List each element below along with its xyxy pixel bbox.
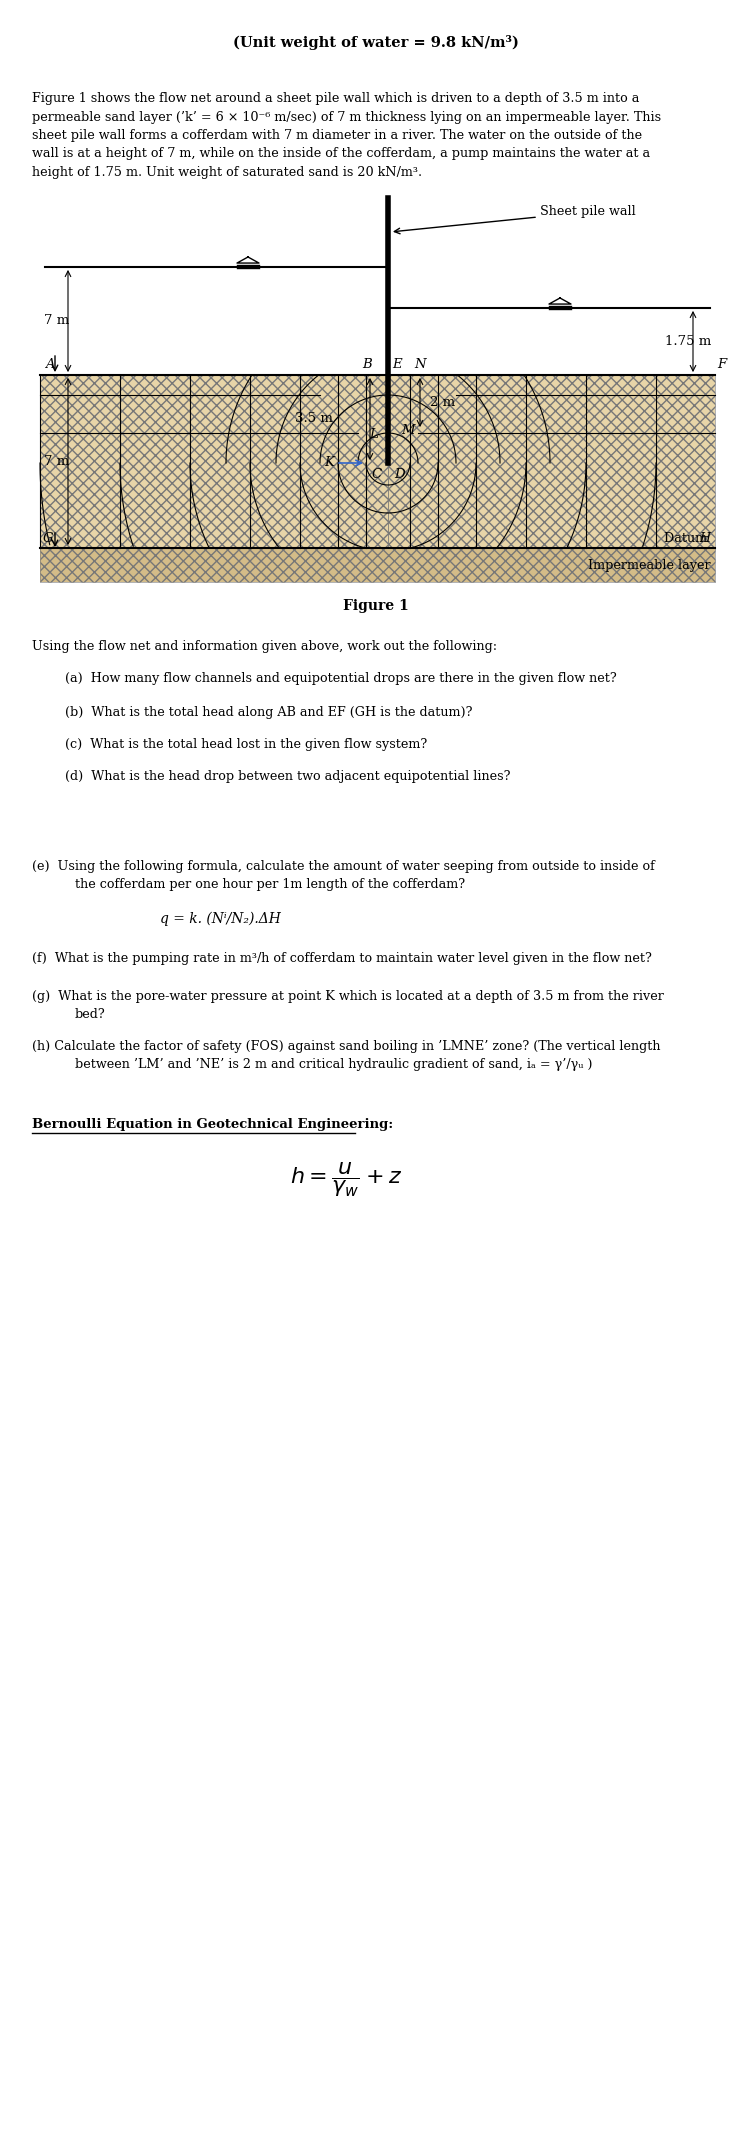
Text: between ’LM’ and ’NE’ is 2 m and critical hydraulic gradient of sand, iₐ = γ’/γᵤ: between ’LM’ and ’NE’ is 2 m and critica… (75, 1058, 593, 1071)
Bar (40, 375, 388, 547)
Text: (f)  What is the pumping rate in m³/h of cofferdam to maintain water level given: (f) What is the pumping rate in m³/h of … (32, 952, 652, 964)
Text: (g)  What is the pore-water pressure at point K which is located at a depth of 3: (g) What is the pore-water pressure at p… (32, 990, 664, 1003)
Text: (b)  What is the total head along AB and EF (GH is the datum)?: (b) What is the total head along AB and … (65, 707, 472, 720)
Text: D: D (394, 468, 405, 481)
Text: (Unit weight of water = 9.8 kN/m³): (Unit weight of water = 9.8 kN/m³) (233, 34, 519, 49)
Bar (388, 375, 715, 547)
Bar (388, 375, 715, 547)
Text: Figure 1 shows the flow net around a sheet pile wall which is driven to a depth : Figure 1 shows the flow net around a she… (32, 92, 661, 179)
Bar (40, 547, 715, 581)
Text: Datum: Datum (664, 532, 711, 545)
Text: E: E (392, 358, 402, 370)
Text: (a)  How many flow channels and equipotential drops are there in the given flow : (a) How many flow channels and equipoten… (65, 673, 617, 686)
Text: (d)  What is the head drop between two adjacent equipotential lines?: (d) What is the head drop between two ad… (65, 771, 511, 783)
Text: bed?: bed? (75, 1007, 106, 1022)
Text: A: A (45, 358, 55, 370)
Text: q = k. (Nⁱ/N₂).ΔH: q = k. (Nⁱ/N₂).ΔH (160, 911, 281, 926)
Bar (40, 547, 715, 581)
Text: Using the flow net and information given above, work out the following:: Using the flow net and information given… (32, 641, 497, 654)
Text: F: F (717, 358, 726, 370)
Text: N: N (414, 358, 426, 370)
Text: 3.5 m: 3.5 m (295, 413, 333, 426)
Text: (c)  What is the total head lost in the given flow system?: (c) What is the total head lost in the g… (65, 739, 427, 752)
Text: the cofferdam per one hour per 1m length of the cofferdam?: the cofferdam per one hour per 1m length… (75, 877, 465, 892)
Text: (h) Calculate the factor of safety (FOS) against sand boiling in ’LMNE’ zone? (T: (h) Calculate the factor of safety (FOS)… (32, 1039, 660, 1054)
Text: 1.75 m: 1.75 m (665, 334, 711, 347)
Text: 2 m: 2 m (430, 396, 455, 409)
Text: 7 m: 7 m (44, 315, 69, 328)
Text: H: H (672, 532, 711, 545)
Text: 7 m: 7 m (44, 456, 69, 468)
Text: (e)  Using the following formula, calculate the amount of water seeping from out: (e) Using the following formula, calcula… (32, 860, 655, 873)
Text: L: L (370, 428, 378, 441)
Text: B: B (362, 358, 372, 370)
Text: C: C (372, 468, 382, 481)
Text: Sheet pile wall: Sheet pile wall (540, 207, 635, 219)
Text: G: G (43, 532, 53, 545)
Text: $h = \dfrac{u}{\gamma_w} + z$: $h = \dfrac{u}{\gamma_w} + z$ (290, 1160, 402, 1199)
Text: Figure 1: Figure 1 (343, 598, 409, 613)
Text: Impermeable layer: Impermeable layer (588, 558, 711, 571)
Text: Bernoulli Equation in Geotechnical Engineering:: Bernoulli Equation in Geotechnical Engin… (32, 1118, 393, 1130)
Text: K: K (324, 456, 334, 471)
Bar (40, 375, 388, 547)
Text: M: M (401, 424, 415, 436)
